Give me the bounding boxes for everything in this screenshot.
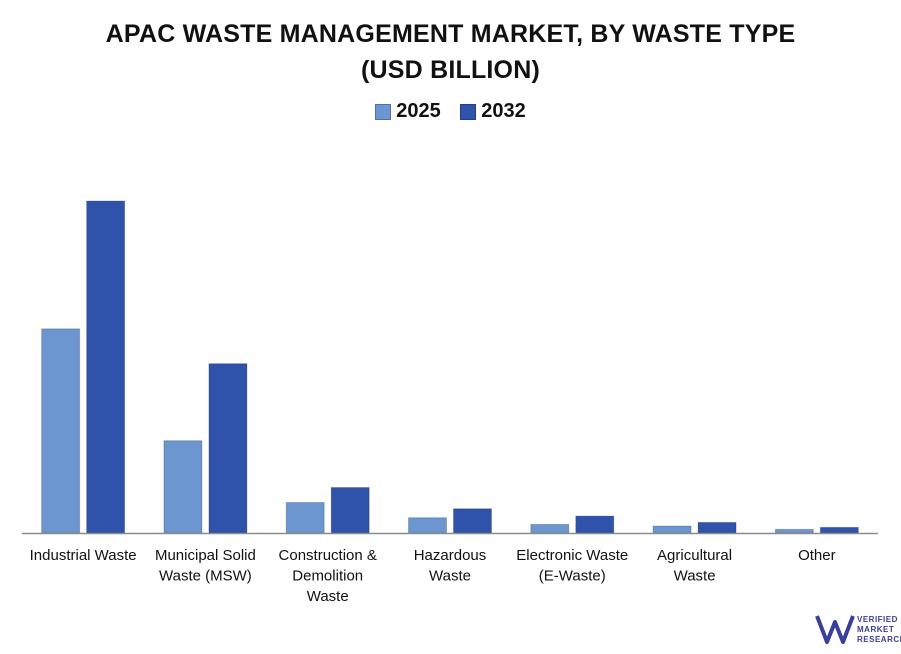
bar-2032-6 xyxy=(819,526,859,534)
chart-title: APAC WASTE MANAGEMENT MARKET, BY WASTE T… xyxy=(0,16,901,88)
category-label-0-0: Industrial Waste xyxy=(30,547,137,564)
legend-label-2032: 2032 xyxy=(481,100,526,122)
category-label-4-1: (E-Waste) xyxy=(539,568,606,585)
category-label-4-0: Electronic Waste xyxy=(516,547,628,564)
legend-item-2032: 2032 xyxy=(460,100,526,123)
bar-2032-4 xyxy=(575,515,615,534)
vmr-logo-icon xyxy=(815,615,855,644)
bar-2025-3 xyxy=(408,517,447,534)
category-label-2-2: Waste xyxy=(307,588,349,605)
legend-item-2025: 2025 xyxy=(375,100,441,123)
category-label-1-0: Municipal Solid xyxy=(155,547,256,564)
category-label-5-0: Agricultural xyxy=(657,547,732,564)
category-label-6-0: Other xyxy=(798,547,836,564)
logo-wordmark: VERIFIED MARKET RESEARCH xyxy=(857,615,901,644)
chart-title-line1: APAC WASTE MANAGEMENT MARKET, BY WASTE T… xyxy=(105,20,796,48)
category-label-5-1: Waste xyxy=(674,568,716,585)
legend-swatch-2025 xyxy=(375,103,392,120)
legend: 2025 2032 xyxy=(0,100,901,126)
bar-2032-3 xyxy=(453,508,492,534)
verified-market-research-logo: VERIFIED MARKET RESEARCH xyxy=(815,612,901,652)
bar-2025-6 xyxy=(774,528,814,534)
bar-2032-0 xyxy=(86,200,126,534)
category-label-3-0: Hazardous xyxy=(414,547,487,564)
category-label-3-1: Waste xyxy=(429,568,471,585)
bar-2025-5 xyxy=(652,525,692,534)
category-label-2-0: Construction & xyxy=(279,547,377,564)
legend-label-2025: 2025 xyxy=(396,100,441,122)
bar-2025-0 xyxy=(41,328,81,534)
bar-2032-5 xyxy=(697,521,737,534)
bar-2025-4 xyxy=(530,523,570,534)
bar-2032-1 xyxy=(208,363,248,534)
category-label-1-1: Waste (MSW) xyxy=(159,568,252,585)
category-label-2-1: Demolition xyxy=(292,568,363,585)
bar-2025-2 xyxy=(285,501,325,534)
chart-title-line2: (USD BILLION) xyxy=(361,56,540,84)
bar-2025-1 xyxy=(163,440,203,534)
bar-2032-2 xyxy=(330,487,370,534)
legend-swatch-2032 xyxy=(460,103,477,120)
